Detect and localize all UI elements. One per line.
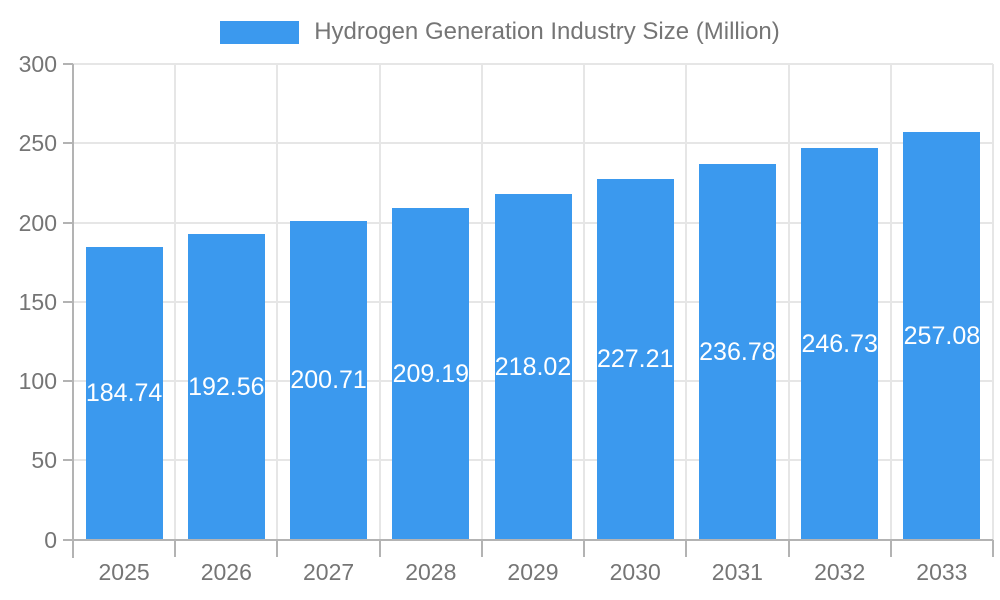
bar-value-label: 257.08 bbox=[903, 321, 981, 350]
bar-value-label: 200.71 bbox=[290, 366, 367, 395]
y-axis-tick-label: 50 bbox=[31, 447, 57, 474]
bar-value-label: 209.19 bbox=[392, 359, 470, 388]
x-tick-mark bbox=[992, 539, 994, 557]
legend-label: Hydrogen Generation Industry Size (Milli… bbox=[314, 18, 780, 45]
y-axis-tick-label: 0 bbox=[44, 526, 57, 553]
y-tick-mark bbox=[63, 63, 73, 65]
legend: Hydrogen Generation Industry Size (Milli… bbox=[0, 18, 1000, 46]
bar-value-label: 184.74 bbox=[85, 379, 163, 408]
bar-value-label: 246.73 bbox=[801, 330, 878, 358]
gridline-vertical bbox=[787, 64, 790, 540]
bar[interactable] bbox=[290, 221, 368, 540]
y-tick-mark bbox=[63, 459, 73, 462]
bar[interactable] bbox=[187, 234, 265, 540]
x-tick-mark bbox=[787, 539, 790, 557]
y-axis-line bbox=[72, 64, 74, 558]
gridline-vertical bbox=[480, 64, 483, 540]
bar-value-label: 236.78 bbox=[699, 337, 776, 366]
x-axis-tick-label: 2033 bbox=[916, 559, 968, 585]
bar-value-label: 227.21 bbox=[596, 345, 674, 374]
legend-item[interactable]: Hydrogen Generation Industry Size (Milli… bbox=[220, 18, 780, 46]
x-tick-mark bbox=[378, 539, 381, 557]
gridline-horizontal bbox=[73, 142, 993, 145]
gridline-vertical bbox=[685, 64, 688, 540]
gridline-vertical bbox=[174, 64, 177, 540]
x-axis-tick-label: 2032 bbox=[814, 559, 866, 585]
y-tick-mark bbox=[63, 380, 73, 382]
x-axis-tick-label: 2031 bbox=[711, 559, 763, 585]
x-axis-tick-label: 2028 bbox=[405, 559, 457, 585]
gridline-vertical bbox=[992, 64, 994, 540]
x-tick-mark bbox=[889, 539, 892, 557]
x-axis-tick-label: 2026 bbox=[200, 559, 252, 585]
gridline-vertical bbox=[583, 64, 586, 540]
bar[interactable] bbox=[392, 207, 470, 540]
x-tick-mark bbox=[174, 539, 177, 557]
x-axis-line bbox=[63, 538, 993, 541]
x-tick-mark bbox=[583, 539, 586, 557]
gridline-horizontal bbox=[73, 63, 993, 65]
y-tick-mark bbox=[63, 300, 73, 303]
x-tick-mark bbox=[276, 539, 279, 557]
x-axis-tick-label: 2027 bbox=[303, 559, 355, 585]
bar[interactable] bbox=[596, 179, 674, 540]
x-tick-mark bbox=[685, 539, 688, 557]
gridline-vertical bbox=[276, 64, 279, 540]
bar[interactable] bbox=[494, 193, 572, 540]
bar[interactable] bbox=[903, 132, 981, 540]
x-axis-tick-label: 2025 bbox=[98, 559, 150, 585]
bar-value-label: 218.02 bbox=[494, 352, 572, 381]
y-tick-mark bbox=[63, 142, 73, 145]
x-axis-tick-label: 2029 bbox=[507, 559, 559, 585]
x-tick-mark bbox=[480, 539, 483, 557]
bar[interactable] bbox=[801, 148, 879, 540]
y-axis-tick-label: 200 bbox=[18, 209, 57, 236]
gridline-vertical bbox=[889, 64, 892, 540]
y-axis-tick-label: 300 bbox=[18, 51, 57, 77]
y-axis-tick-label: 150 bbox=[18, 288, 57, 315]
x-axis-tick-label: 2030 bbox=[609, 559, 661, 585]
bar[interactable] bbox=[698, 164, 776, 540]
bar-value-label: 192.56 bbox=[188, 372, 265, 401]
bar[interactable] bbox=[85, 246, 163, 540]
y-axis-tick-label: 250 bbox=[18, 130, 57, 157]
legend-color-swatch bbox=[220, 20, 300, 44]
y-tick-mark bbox=[63, 221, 73, 224]
gridline-vertical bbox=[378, 64, 381, 540]
y-axis-tick-label: 100 bbox=[18, 368, 57, 394]
